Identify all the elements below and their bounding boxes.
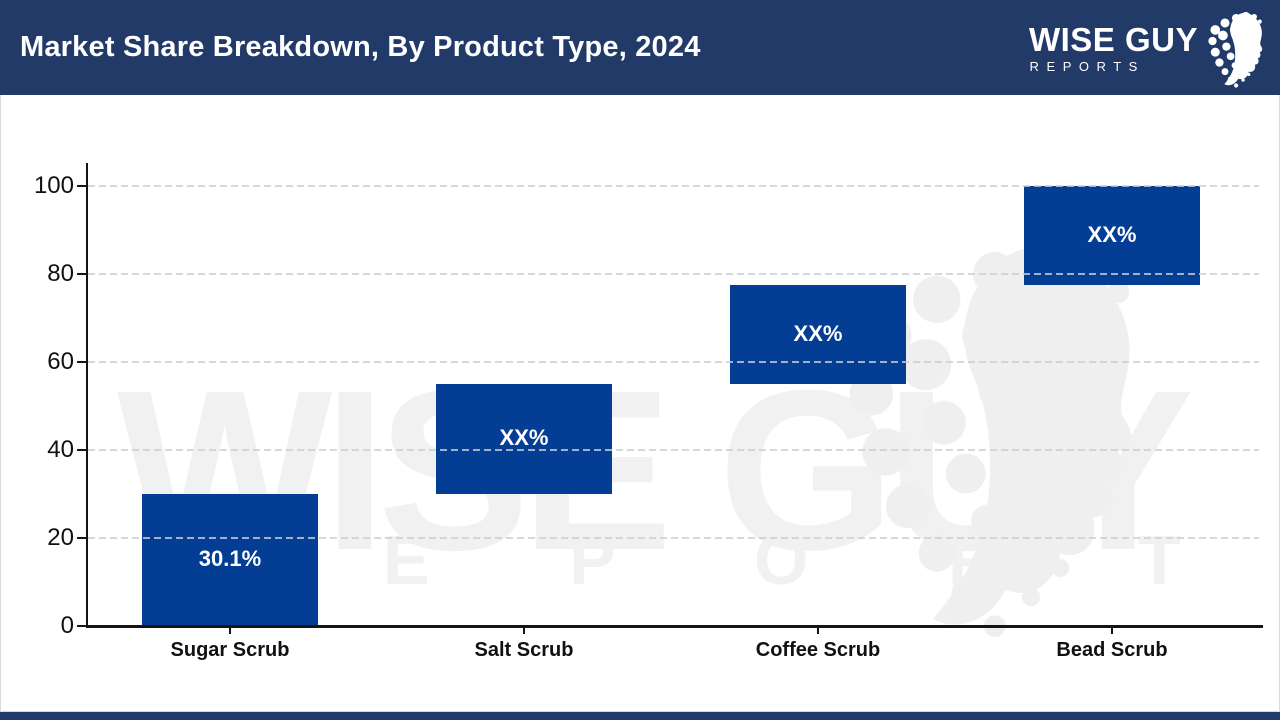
x-tick [229,627,231,634]
y-tick [77,625,86,627]
x-category-label: Coffee Scrub [755,639,881,661]
x-category-label: Sugar Scrub [170,639,290,661]
bar-sugar-scrub [142,493,318,626]
logo-subtext: R E P O R T S [1029,58,1140,74]
bar-value-label: XX% [1087,221,1137,247]
gridline-60 [88,361,1259,363]
x-tick [523,627,525,634]
y-tick-label: 100 [33,172,74,199]
y-tick-label: 0 [60,612,74,639]
bar-bead-scrub [1024,186,1200,285]
logo-wordmark: WISE GUY [1028,20,1198,58]
x-tick [1111,627,1113,634]
y-tick [77,449,86,451]
y-axis-line [86,163,88,627]
watermark-subtext: R E P O R T S [193,521,1280,599]
x-axis-line [86,625,1263,628]
gridline-20 [88,537,1259,539]
bar-value-label: 30.1% [198,545,262,571]
gridline-40 [88,449,1259,451]
y-tick-label: 40 [47,436,74,463]
y-tick [77,537,86,539]
footer-band [0,712,1280,720]
y-tick-label: 80 [47,260,74,287]
x-tick [817,627,819,634]
y-tick-label: 60 [47,348,74,375]
chart-title: Market Share Breakdown, By Product Type,… [20,31,701,63]
x-category-label: Bead Scrub [1056,639,1168,661]
gridline-80 [88,273,1259,275]
bar-value-label: XX% [499,424,549,450]
logo-text: WISE GUY R E P O R T S [1029,23,1198,73]
gridline-100 [88,185,1259,187]
bar-coffee-scrub [730,285,906,384]
header-band: Market Share Breakdown, By Product Type,… [0,0,1280,95]
bar-value-label: XX% [793,320,843,346]
x-category-label: Salt Scrub [474,639,574,661]
bar-salt-scrub [436,384,612,494]
y-tick [77,185,86,187]
wise-guy-logo: WISE GUY R E P O R T S [1029,6,1266,90]
y-tick-label: 20 [47,524,74,551]
y-tick [77,361,86,363]
y-tick [77,273,86,275]
